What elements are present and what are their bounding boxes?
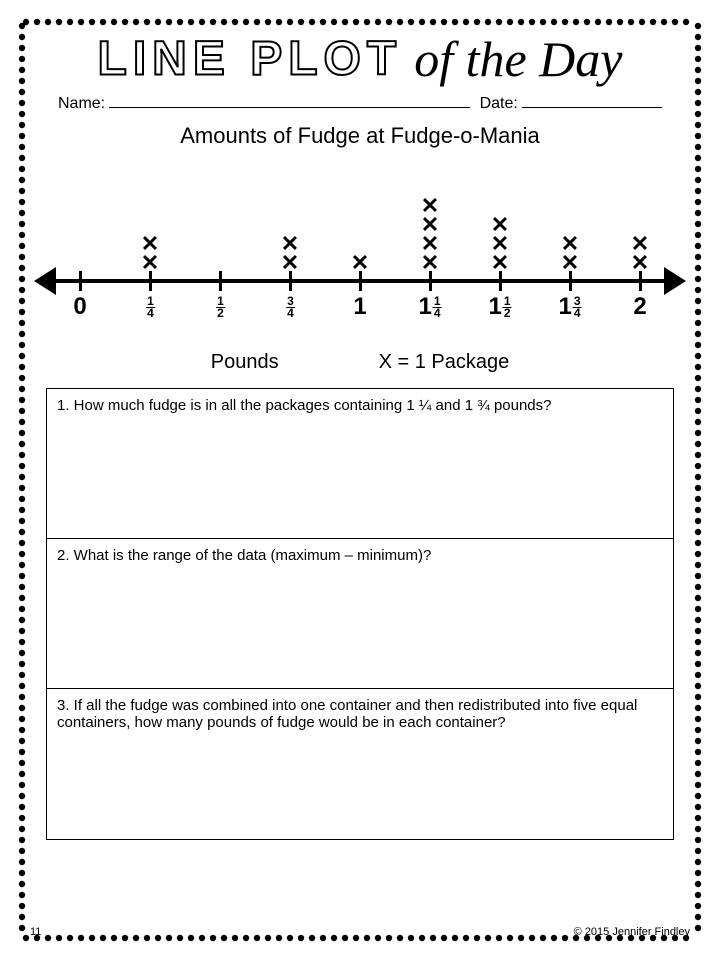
- header: LINE PLOT of the Day: [18, 30, 702, 88]
- page-title: LINE PLOT of the Day: [98, 30, 623, 88]
- x-mark-icon: ✕: [281, 254, 299, 273]
- x-mark-icon: ✕: [421, 197, 439, 216]
- x-mark-icon: ✕: [561, 235, 579, 254]
- tick-label: 34: [285, 295, 295, 318]
- arrow-right-icon: [664, 267, 686, 295]
- name-label: Name:: [58, 95, 105, 113]
- date-input-line[interactable]: [522, 94, 662, 108]
- x-mark-icon: ✕: [281, 235, 299, 254]
- question-3[interactable]: 3. If all the fudge was combined into on…: [47, 689, 673, 839]
- tick-label: 134: [558, 295, 581, 319]
- x-axis-label: Pounds: [211, 351, 279, 374]
- tick-mark: [79, 271, 82, 291]
- x-mark-icon: ✕: [351, 254, 369, 273]
- tick-label: 12: [215, 295, 225, 318]
- tick-label: 14: [145, 295, 155, 318]
- date-label: Date:: [480, 95, 518, 113]
- x-mark-icon: ✕: [561, 254, 579, 273]
- legend-text: X = 1 Package: [379, 351, 510, 374]
- line-plot: 014123411141121342✕✕✕✕✕✕✕✕✕✕✕✕✕✕✕✕: [40, 159, 680, 349]
- x-mark-icon: ✕: [631, 235, 649, 254]
- chart-title: Amounts of Fudge at Fudge-o-Mania: [18, 123, 702, 149]
- x-mark-icon: ✕: [631, 254, 649, 273]
- name-date-row: Name: Date:: [58, 94, 662, 113]
- name-input-line[interactable]: [109, 94, 469, 108]
- questions-table: 1. How much fudge is in all the packages…: [46, 388, 674, 840]
- tick-mark: [219, 271, 222, 291]
- x-mark-icon: ✕: [421, 235, 439, 254]
- axis-caption-row: Pounds X = 1 Package: [18, 351, 702, 374]
- tick-label: 0: [73, 295, 86, 319]
- footer: 11 © 2015 Jennifer Findley: [30, 926, 690, 938]
- arrow-left-icon: [34, 267, 56, 295]
- x-mark-icon: ✕: [421, 254, 439, 273]
- x-mark-icon: ✕: [491, 254, 509, 273]
- tick-label: 114: [418, 295, 441, 319]
- x-mark-icon: ✕: [491, 216, 509, 235]
- page-number: 11: [30, 926, 41, 938]
- tick-label: 112: [488, 295, 511, 319]
- title-outline-text: LINE PLOT: [98, 33, 403, 86]
- tick-label: 2: [633, 295, 646, 319]
- copyright-text: © 2015 Jennifer Findley: [574, 926, 690, 938]
- tick-label: 1: [353, 295, 366, 319]
- x-mark-icon: ✕: [141, 254, 159, 273]
- x-mark-icon: ✕: [491, 235, 509, 254]
- question-1[interactable]: 1. How much fudge is in all the packages…: [47, 389, 673, 539]
- question-2[interactable]: 2. What is the range of the data (maximu…: [47, 539, 673, 689]
- title-script-text: of the Day: [414, 31, 622, 87]
- x-mark-icon: ✕: [421, 216, 439, 235]
- worksheet-page: LINE PLOT of the Day Name: Date: Amounts…: [0, 0, 720, 960]
- x-mark-icon: ✕: [141, 235, 159, 254]
